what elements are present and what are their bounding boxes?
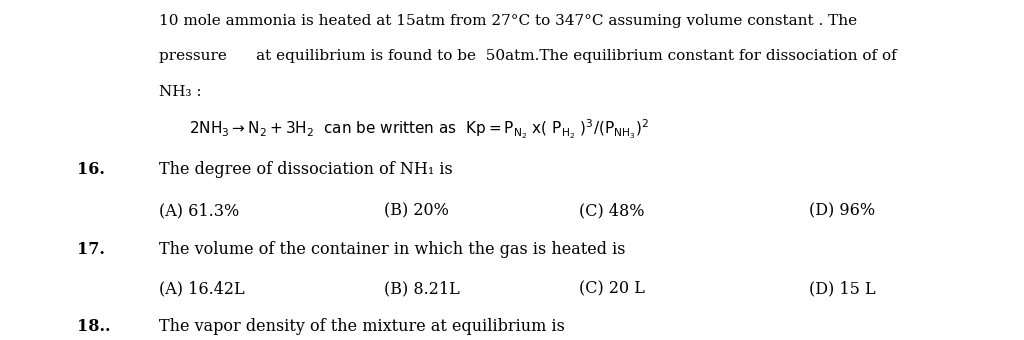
Text: 10 mole ammonia is heated at 15atm from 27°C to 347°C assuming volume constant .: 10 mole ammonia is heated at 15atm from …: [159, 14, 857, 28]
Text: $\mathrm{2NH_3\rightarrow N_2+ 3H_2}$  can be written as  $\mathrm{Kp= P_{N_2}\ : $\mathrm{2NH_3\rightarrow N_2+ 3H_2}$ ca…: [189, 117, 649, 141]
Text: pressure      at equilibrium is found to be  50atm.The equilibrium constant for : pressure at equilibrium is found to be 5…: [159, 49, 896, 63]
Text: (B) 8.21L: (B) 8.21L: [384, 280, 460, 298]
Text: 18..: 18..: [77, 318, 111, 335]
Text: (A) 16.42L: (A) 16.42L: [159, 280, 245, 298]
Text: The degree of dissociation of NH₁ is: The degree of dissociation of NH₁ is: [159, 162, 453, 178]
Text: (B) 20%: (B) 20%: [384, 202, 449, 219]
Text: (A) 61.3%: (A) 61.3%: [159, 202, 239, 219]
Text: (C) 48%: (C) 48%: [579, 202, 644, 219]
Text: NH₃ :: NH₃ :: [159, 85, 202, 99]
Text: The vapor density of the mixture at equilibrium is: The vapor density of the mixture at equi…: [159, 318, 564, 335]
Text: (D) 96%: (D) 96%: [809, 202, 876, 219]
Text: 17.: 17.: [77, 241, 104, 258]
Text: (C) 20 L: (C) 20 L: [579, 280, 644, 298]
Text: (D) 15 L: (D) 15 L: [809, 280, 876, 298]
Text: The volume of the container in which the gas is heated is: The volume of the container in which the…: [159, 241, 626, 258]
Text: 16.: 16.: [77, 162, 104, 178]
